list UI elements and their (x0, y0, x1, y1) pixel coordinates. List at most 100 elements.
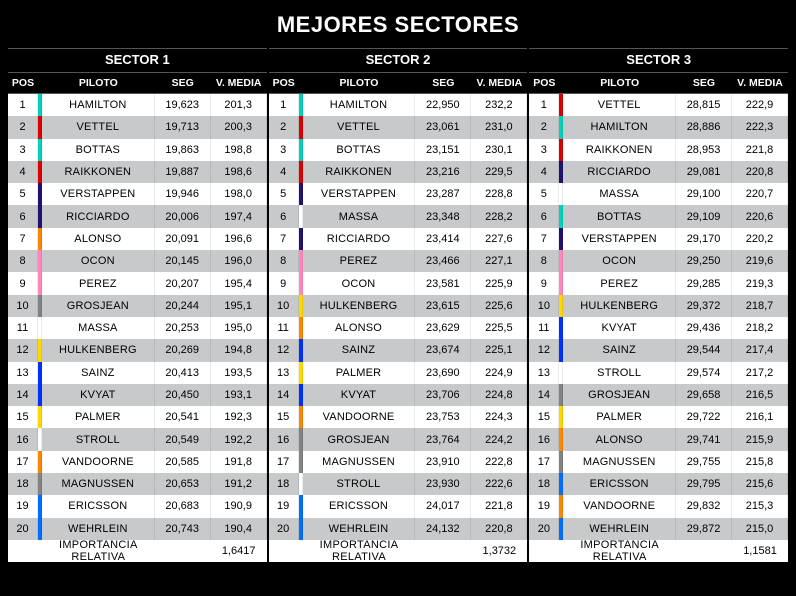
cell-seg: 23,753 (415, 406, 471, 428)
cell-seg: 23,674 (415, 339, 471, 361)
table-row: 1VETTEL28,815222,9 (529, 94, 788, 116)
cell-piloto: RAIKKONEN (563, 139, 676, 161)
cell-pos: 1 (529, 94, 559, 116)
cell-seg: 29,832 (676, 495, 732, 517)
cell-seg: 29,544 (676, 339, 732, 361)
cell-piloto: ALONSO (563, 428, 676, 450)
table-row: 8OCON20,145196,0 (8, 250, 267, 272)
cell-pos: 19 (269, 495, 299, 517)
cell-pos: 13 (269, 362, 299, 384)
cell-pos: 13 (8, 362, 38, 384)
cell-vmedia: 195,1 (211, 295, 267, 317)
cell-vmedia: 225,1 (471, 339, 527, 361)
cell-pos: 12 (8, 339, 38, 361)
sectors-container: SECTOR 1POSPILOTOSEGV. MEDIA1HAMILTON19,… (8, 48, 788, 562)
cell-piloto: MAGNUSSEN (42, 473, 155, 495)
cell-piloto: GROSJEAN (563, 384, 676, 406)
cell-piloto: MASSA (303, 205, 416, 227)
cell-pos: 5 (8, 183, 38, 205)
table-row: 8OCON29,250219,6 (529, 250, 788, 272)
col-header-pos: POS (529, 73, 559, 93)
cell-piloto: GROSJEAN (42, 295, 155, 317)
cell-seg: 29,285 (676, 272, 732, 294)
cell-piloto: RICCIARDO (42, 205, 155, 227)
table-row: 13SAINZ20,413193,5 (8, 362, 267, 384)
cell-seg: 20,091 (155, 228, 211, 250)
sector-header: SECTOR 3 (529, 48, 788, 73)
cell-pos: 17 (529, 451, 559, 473)
table-row: 16STROLL20,549192,2 (8, 428, 267, 450)
cell-seg: 29,658 (676, 384, 732, 406)
cell-seg: 29,741 (676, 428, 732, 450)
cell-vmedia: 198,0 (211, 183, 267, 205)
table-row: 18STROLL23,930222,6 (269, 473, 528, 495)
table-row: 3RAIKKONEN28,953221,8 (529, 139, 788, 161)
cell-vmedia: 215,0 (732, 518, 788, 540)
cell-vmedia: 191,2 (211, 473, 267, 495)
table-row: 1HAMILTON22,950232,2 (269, 94, 528, 116)
table-row: 7VERSTAPPEN29,170220,2 (529, 228, 788, 250)
cell-vmedia: 198,8 (211, 139, 267, 161)
cell-piloto: VANDOORNE (42, 451, 155, 473)
cell-pos: 16 (269, 428, 299, 450)
cell-pos: 7 (529, 228, 559, 250)
cell-seg: 23,706 (415, 384, 471, 406)
cell-piloto: HAMILTON (42, 94, 155, 116)
cell-piloto: ALONSO (303, 317, 416, 339)
cell-piloto: STROLL (303, 473, 416, 495)
cell-seg: 29,100 (676, 183, 732, 205)
cell-pos: 11 (529, 317, 559, 339)
cell-piloto: SAINZ (42, 362, 155, 384)
col-header-pos: POS (8, 73, 38, 93)
cell-seg: 19,623 (155, 94, 211, 116)
importance-row: IMPORTANCIA RELATIVA1,6417 (8, 540, 267, 562)
table-row: 15VANDOORNE23,753224,3 (269, 406, 528, 428)
cell-pos: 18 (269, 473, 299, 495)
cell-vmedia: 192,3 (211, 406, 267, 428)
table-row: 7RICCIARDO23,414227,6 (269, 228, 528, 250)
importance-value: 1,3732 (471, 545, 527, 557)
cell-seg: 20,743 (155, 518, 211, 540)
cell-vmedia: 225,5 (471, 317, 527, 339)
table-row: 3BOTTAS23,151230,1 (269, 139, 528, 161)
cell-vmedia: 196,6 (211, 228, 267, 250)
cell-vmedia: 216,5 (732, 384, 788, 406)
cell-seg: 29,574 (676, 362, 732, 384)
cell-vmedia: 218,7 (732, 295, 788, 317)
cell-seg: 23,348 (415, 205, 471, 227)
table-row: 6MASSA23,348228,2 (269, 205, 528, 227)
cell-vmedia: 232,2 (471, 94, 527, 116)
column-header-row: POSPILOTOSEGV. MEDIA (8, 73, 267, 94)
cell-vmedia: 221,8 (732, 139, 788, 161)
col-header-piloto: PILOTO (563, 73, 676, 93)
table-row: 15PALMER29,722216,1 (529, 406, 788, 428)
table-row: 2VETTEL23,061231,0 (269, 116, 528, 138)
cell-piloto: WEHRLEIN (42, 518, 155, 540)
cell-vmedia: 193,1 (211, 384, 267, 406)
table-row: 7ALONSO20,091196,6 (8, 228, 267, 250)
col-header-piloto: PILOTO (42, 73, 155, 93)
cell-seg: 29,109 (676, 205, 732, 227)
cell-seg: 23,581 (415, 272, 471, 294)
cell-pos: 14 (529, 384, 559, 406)
table-row: 12SAINZ29,544217,4 (529, 339, 788, 361)
cell-pos: 8 (529, 250, 559, 272)
cell-vmedia: 215,8 (732, 451, 788, 473)
cell-pos: 10 (529, 295, 559, 317)
cell-pos: 4 (269, 161, 299, 183)
cell-pos: 11 (8, 317, 38, 339)
table-row: 6RICCIARDO20,006197,4 (8, 205, 267, 227)
table-row: 3BOTTAS19,863198,8 (8, 139, 267, 161)
cell-piloto: MASSA (563, 183, 676, 205)
cell-vmedia: 224,3 (471, 406, 527, 428)
cell-piloto: KVYAT (42, 384, 155, 406)
cell-pos: 3 (269, 139, 299, 161)
table-row: 11ALONSO23,629225,5 (269, 317, 528, 339)
cell-piloto: VANDOORNE (563, 495, 676, 517)
cell-vmedia: 217,4 (732, 339, 788, 361)
cell-piloto: HULKENBERG (42, 339, 155, 361)
table-row: 2VETTEL19,713200,3 (8, 116, 267, 138)
cell-piloto: VETTEL (42, 116, 155, 138)
cell-pos: 1 (8, 94, 38, 116)
cell-piloto: PALMER (563, 406, 676, 428)
